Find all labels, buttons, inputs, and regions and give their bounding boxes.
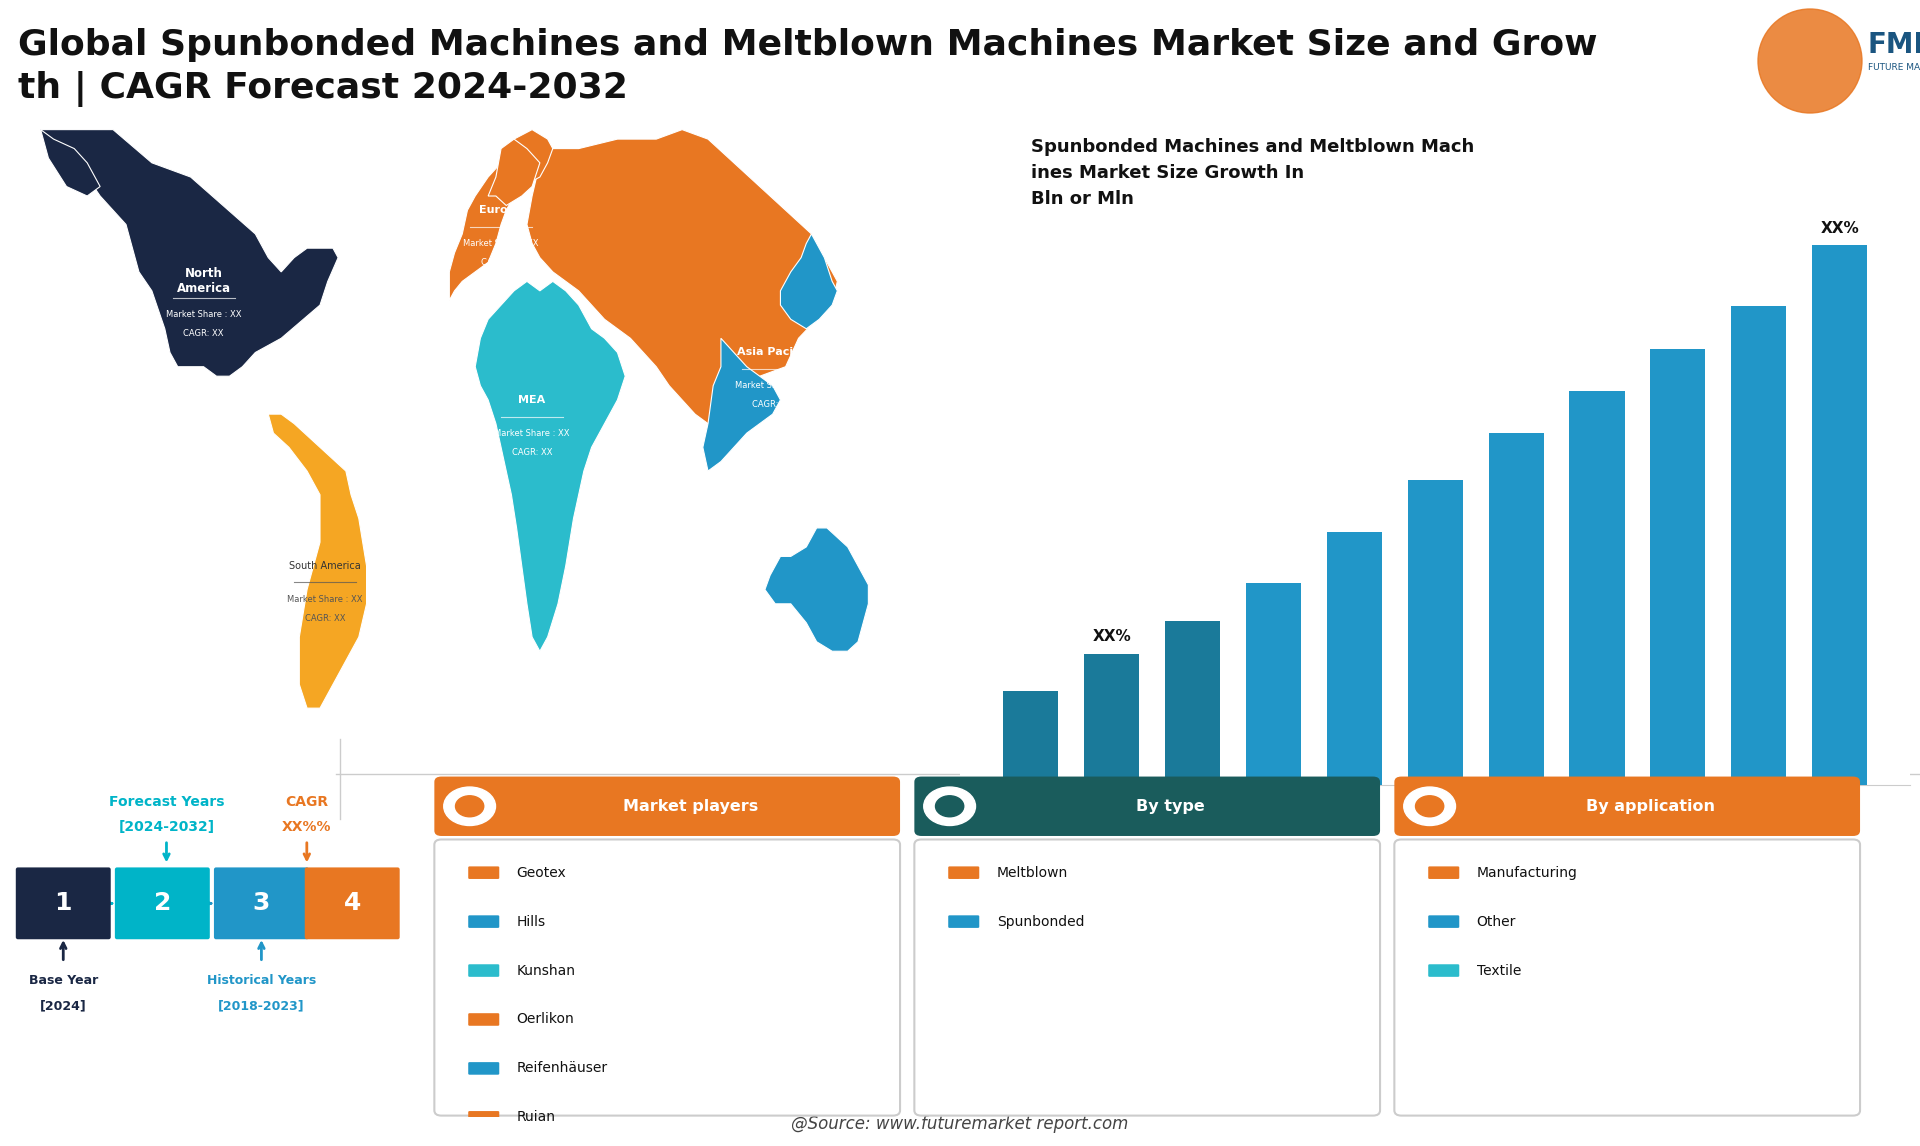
Bar [1569,391,1624,785]
Text: Europe: Europe [480,205,522,215]
Text: 1: 1 [54,892,73,916]
FancyBboxPatch shape [914,777,1380,835]
Text: @Source: www.futuremarket report.com: @Source: www.futuremarket report.com [791,1115,1129,1133]
Text: 2: 2 [154,892,171,916]
FancyBboxPatch shape [434,777,900,835]
Text: Market players: Market players [624,799,758,814]
Bar [1085,653,1139,785]
Text: Spunbonded Machines and Meltblown Mach
ines Market Size Growth In
Bln or Mln: Spunbonded Machines and Meltblown Mach i… [1031,138,1475,209]
Text: By application: By application [1586,799,1715,814]
Text: Asia Pacific: Asia Pacific [737,347,808,358]
FancyBboxPatch shape [15,868,111,940]
Circle shape [924,787,975,825]
Text: MEA: MEA [518,395,545,405]
FancyBboxPatch shape [115,868,209,940]
Text: CAGR: CAGR [286,795,328,809]
Bar [1165,621,1219,785]
Text: Reifenhäuser: Reifenhäuser [516,1061,609,1075]
Circle shape [455,795,484,817]
Text: Market Share : XX: Market Share : XX [165,311,242,319]
Polygon shape [488,139,540,205]
Bar [1002,691,1058,785]
Polygon shape [780,234,837,329]
Bar [1812,245,1868,785]
Bar [1327,532,1382,785]
Text: CAGR: XX: CAGR: XX [305,613,346,622]
Polygon shape [526,129,837,424]
Text: Ruian: Ruian [516,1110,555,1124]
Circle shape [1404,787,1455,825]
Text: Forecast Years: Forecast Years [109,795,225,809]
Text: Kunshan: Kunshan [516,964,576,978]
FancyBboxPatch shape [468,916,499,928]
Text: By type: By type [1137,799,1206,814]
Text: Historical Years: Historical Years [207,974,317,987]
Text: Other: Other [1476,915,1517,928]
Text: North
America: North America [177,267,230,296]
FancyBboxPatch shape [213,868,309,940]
Bar [1732,306,1786,785]
Text: Geotex: Geotex [516,865,566,880]
Text: FMR: FMR [1868,31,1920,58]
FancyBboxPatch shape [305,868,399,940]
Text: ⚡: ⚡ [973,803,987,823]
Text: South America: South America [290,560,361,571]
Bar [1246,583,1302,785]
Text: CAGR: XX: CAGR: XX [182,329,225,338]
Circle shape [935,795,964,817]
FancyBboxPatch shape [468,866,499,879]
Polygon shape [40,129,100,196]
Text: CAGR: XX: CAGR: XX [753,400,793,409]
Text: Hills: Hills [516,915,545,928]
FancyBboxPatch shape [468,1062,499,1075]
Text: XX%%: XX%% [282,821,332,834]
FancyBboxPatch shape [1394,777,1860,835]
Polygon shape [40,129,338,376]
Bar [1488,433,1544,785]
Text: Textile: Textile [1476,964,1521,978]
Text: Market Share : XX: Market Share : XX [288,595,363,604]
Circle shape [1759,9,1862,113]
Text: CAGR: XX: CAGR: XX [513,448,553,456]
FancyBboxPatch shape [468,1013,499,1026]
FancyBboxPatch shape [1428,916,1459,928]
Text: [2018-2023]: [2018-2023] [219,999,305,1012]
Text: Base Year: Base Year [29,974,98,987]
Text: FUTURE MARKET REPORT: FUTURE MARKET REPORT [1868,63,1920,71]
Text: Meltblown: Meltblown [996,865,1068,880]
FancyBboxPatch shape [948,866,979,879]
Polygon shape [269,414,367,708]
Polygon shape [476,282,626,651]
Bar [1651,348,1705,785]
FancyBboxPatch shape [1428,866,1459,879]
Text: Market Share : XX: Market Share : XX [463,238,540,248]
Text: [2024-2032]: [2024-2032] [119,821,215,834]
Text: Market Share : XX: Market Share : XX [735,382,810,390]
Text: 3: 3 [253,892,271,916]
Text: Spunbonded: Spunbonded [996,915,1085,928]
Text: Manufacturing: Manufacturing [1476,865,1578,880]
FancyBboxPatch shape [1428,964,1459,976]
Circle shape [1415,795,1444,817]
Polygon shape [703,338,780,471]
Text: Global Spunbonded Machines and Meltblown Machines Market Size and Grow
th | CAGR: Global Spunbonded Machines and Meltblown… [17,28,1597,108]
Polygon shape [449,129,553,300]
Text: Market Share : XX: Market Share : XX [493,429,570,438]
Text: 4: 4 [344,892,361,916]
Text: Oerlikon: Oerlikon [516,1012,574,1027]
FancyBboxPatch shape [948,916,979,928]
Text: XX%: XX% [1820,221,1859,236]
Circle shape [1759,9,1862,113]
FancyBboxPatch shape [468,1112,499,1123]
Bar [1407,480,1463,785]
FancyBboxPatch shape [468,964,499,976]
Text: XX%: XX% [1092,629,1131,644]
Text: [2024]: [2024] [40,999,86,1012]
Polygon shape [764,528,868,651]
Text: CAGR: XX: CAGR: XX [480,258,522,267]
Circle shape [444,787,495,825]
